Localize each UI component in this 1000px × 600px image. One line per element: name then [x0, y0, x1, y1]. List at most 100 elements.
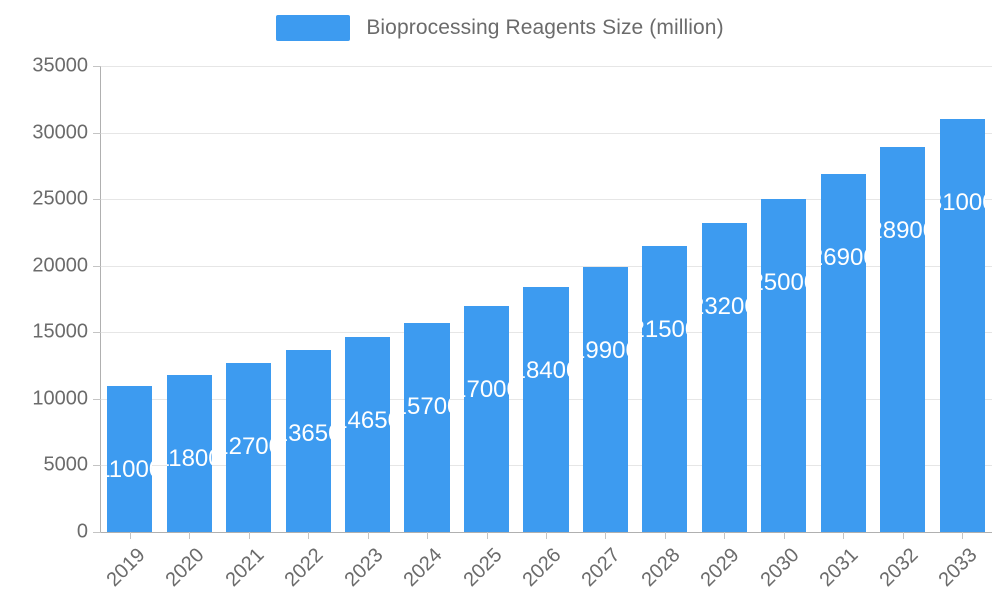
bar-value-label: 19900 [583, 337, 628, 365]
bar-value-label: 12700 [226, 432, 271, 460]
x-axis-tick-mark [605, 532, 607, 539]
bar[interactable] [107, 385, 153, 532]
bar-slot: 17000 [457, 66, 516, 532]
bar-series: 11000 11800 12700 13650 14650 15700 17000 18400… [100, 66, 992, 532]
x-axis-tick-label: 2025 [459, 544, 507, 592]
bar-value-clip: 18400 [523, 287, 568, 532]
bar-value-label: 26900 [821, 243, 866, 271]
bar-value-label: 18400 [523, 357, 568, 385]
bar-value-clip: 17000 [464, 306, 509, 532]
y-axis-tick-label: 20000 [32, 254, 88, 277]
y-axis-tick-label: 5000 [43, 453, 89, 476]
y-axis-tick-mark [93, 465, 101, 467]
x-axis-tick-label: 2024 [399, 544, 447, 592]
y-axis-tick-label: 10000 [32, 387, 88, 410]
x-axis-tick-mark [843, 532, 845, 539]
x-axis-tick-mark [248, 532, 250, 539]
bar[interactable] [226, 362, 272, 532]
bar-value-label: 25000 [761, 269, 806, 297]
chart-legend: Bioprocessing Reagents Size (million) [0, 0, 1000, 56]
x-axis-labels: 2019 2020 2021 2022 2023 2024 2025 2026 2027 2028… [100, 532, 992, 600]
y-axis-tick-mark [93, 66, 101, 67]
y-axis-tick-mark [93, 532, 101, 533]
x-axis-tick-label: 2033 [934, 544, 982, 592]
bar-slot: 12700 [219, 66, 278, 532]
x-axis-tick-mark [546, 532, 547, 539]
bar[interactable] [761, 199, 807, 532]
y-axis-tick-mark [93, 332, 101, 334]
bar-slot: 13650 [278, 66, 337, 532]
bar[interactable] [701, 223, 747, 532]
bar-value-clip: 11000 [107, 386, 152, 532]
bar[interactable] [880, 147, 926, 532]
y-axis-labels: 0 5000 10000 15000 20000 25000 30000 35000 [0, 0, 88, 600]
bar-value-label: 31000 [940, 189, 985, 217]
bar[interactable] [820, 173, 866, 532]
x-axis-tick-label: 2030 [756, 544, 804, 592]
bar-value-clip: 28900 [880, 147, 925, 532]
bar[interactable] [939, 119, 985, 532]
bar[interactable] [285, 350, 331, 532]
x-axis-tick-mark [367, 532, 369, 539]
x-axis-tick-mark [308, 532, 310, 539]
y-axis-tick-mark [93, 265, 101, 267]
x-axis-tick-label: 2032 [875, 544, 923, 592]
bar-slot: 23200 [695, 66, 754, 532]
legend-label: Bioprocessing Reagents Size (million) [366, 16, 724, 39]
y-axis-tick-label: 25000 [32, 187, 88, 210]
x-axis-tick-label: 2029 [696, 544, 744, 592]
y-axis-tick-label: 15000 [32, 320, 88, 343]
x-axis-tick-label: 2021 [221, 544, 269, 592]
bar-slot: 11000 [100, 66, 159, 532]
x-axis-tick-mark [189, 532, 191, 539]
y-axis-tick-label: 30000 [32, 121, 88, 144]
bar-slot: 31000 [933, 66, 992, 532]
bar-value-clip: 21500 [642, 246, 687, 532]
x-axis-tick-mark [427, 532, 429, 539]
bar-slot: 11800 [159, 66, 218, 532]
x-axis-tick-mark [902, 532, 904, 539]
y-axis-tick-mark [93, 132, 101, 134]
x-axis-tick-label: 2022 [280, 544, 328, 592]
bar-slot: 15700 [397, 66, 456, 532]
y-axis-tick-label: 35000 [32, 54, 88, 77]
bar-slot: 14650 [338, 66, 397, 532]
bar[interactable] [166, 374, 212, 532]
y-axis-tick-mark [93, 398, 101, 400]
bar-slot: 26900 [814, 66, 873, 532]
bar-value-label: 17000 [464, 375, 509, 403]
bar[interactable] [582, 267, 629, 532]
bar-value-label: 11000 [107, 455, 152, 483]
bar[interactable] [463, 305, 510, 532]
bar-slot: 21500 [635, 66, 694, 532]
bar[interactable] [344, 336, 391, 532]
x-axis-tick-mark [129, 532, 131, 539]
bar-value-clip: 13650 [286, 350, 331, 532]
x-axis-tick-label: 2023 [340, 544, 388, 592]
x-axis-tick-label: 2019 [102, 544, 150, 592]
bar[interactable] [404, 322, 450, 532]
bar-value-clip: 25000 [761, 199, 806, 532]
bar-value-label: 21500 [642, 315, 687, 343]
bar[interactable] [642, 245, 688, 532]
x-axis-tick-label: 2031 [815, 544, 863, 592]
bar-value-clip: 19900 [583, 267, 628, 532]
gridline [100, 265, 992, 267]
bar-value-clip: 26900 [821, 174, 866, 532]
x-axis-tick-label: 2028 [637, 544, 685, 592]
bar-value-label: 28900 [880, 217, 925, 245]
x-axis-tick-mark [783, 532, 785, 539]
bar-slot: 19900 [576, 66, 635, 532]
y-axis-line [100, 66, 101, 532]
bar[interactable] [523, 287, 569, 532]
bar-value-clip: 14650 [345, 337, 390, 532]
bar-value-label: 13650 [286, 420, 331, 448]
y-axis-tick-label: 0 [76, 520, 88, 543]
bar-slot: 28900 [873, 66, 932, 532]
x-axis-tick-label: 2026 [518, 544, 566, 592]
bar-value-label: 14650 [345, 406, 390, 434]
bar-value-clip: 31000 [940, 119, 985, 532]
x-axis-tick-mark [664, 532, 666, 539]
x-axis-tick-mark [724, 532, 726, 539]
bar-value-clip: 12700 [226, 363, 271, 532]
